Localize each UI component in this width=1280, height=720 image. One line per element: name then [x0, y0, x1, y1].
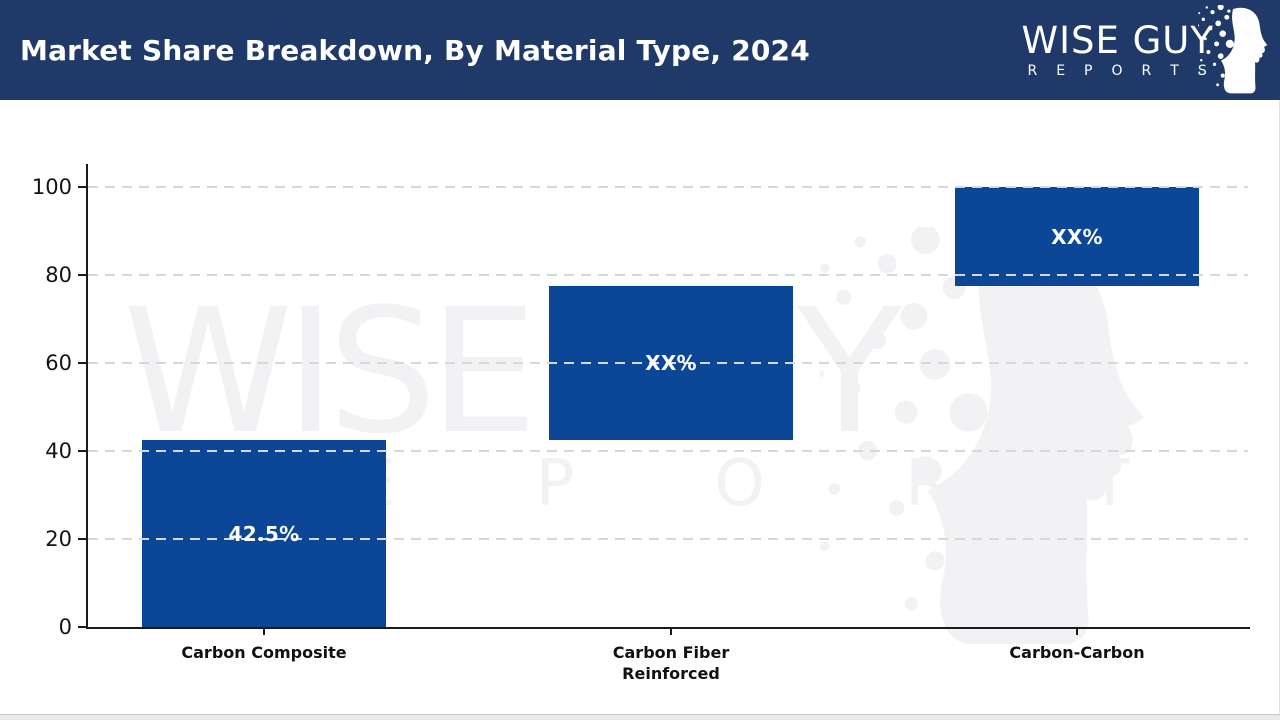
x-tick-mark [670, 627, 672, 635]
grid-line [88, 362, 1248, 364]
y-tick-label: 40 [45, 439, 72, 463]
grid-line [88, 186, 1248, 188]
grid-line [88, 538, 1248, 540]
y-tick-mark [78, 362, 86, 364]
x-category-label: Carbon Fiber Reinforced [612, 643, 730, 683]
x-category-label: Carbon Composite [181, 643, 347, 662]
logo-subtext: R E P O R T S [1027, 62, 1214, 79]
footer-strip [0, 714, 1280, 720]
header-bar: Market Share Breakdown, By Material Type… [0, 0, 1280, 100]
x-category-label: Carbon-Carbon [1009, 643, 1145, 662]
watermark-letter-y: Y [796, 271, 903, 472]
bar [955, 187, 1199, 286]
y-tick-label: 100 [31, 175, 72, 199]
y-tick-mark [78, 274, 86, 276]
wise-guy-logo: WISE GUY R E P O R T S [1021, 4, 1272, 96]
page-title: Market Share Breakdown, By Material Type… [20, 33, 810, 67]
bar [142, 440, 386, 627]
y-tick-mark [78, 626, 86, 628]
y-axis-line [86, 164, 88, 629]
y-tick-label: 80 [45, 263, 72, 287]
chart-area: WISE Y R E P O R T S 02040608010042.5%XX… [0, 100, 1280, 720]
y-tick-label: 60 [45, 351, 72, 375]
y-tick-label: 0 [58, 615, 72, 639]
logo-text: WISE GUY R E P O R T S [1021, 18, 1214, 80]
y-tick-mark [78, 186, 86, 188]
grid-line [88, 450, 1248, 452]
x-axis-line [86, 627, 1250, 629]
x-tick-mark [1076, 627, 1078, 635]
y-tick-label: 20 [45, 527, 72, 551]
x-tick-mark [263, 627, 265, 635]
logo-wordmark: WISE GUY [1021, 18, 1214, 62]
grid-line [88, 274, 1248, 276]
watermark-head-icon [820, 227, 1144, 645]
y-tick-mark [78, 450, 86, 452]
y-tick-mark [78, 538, 86, 540]
